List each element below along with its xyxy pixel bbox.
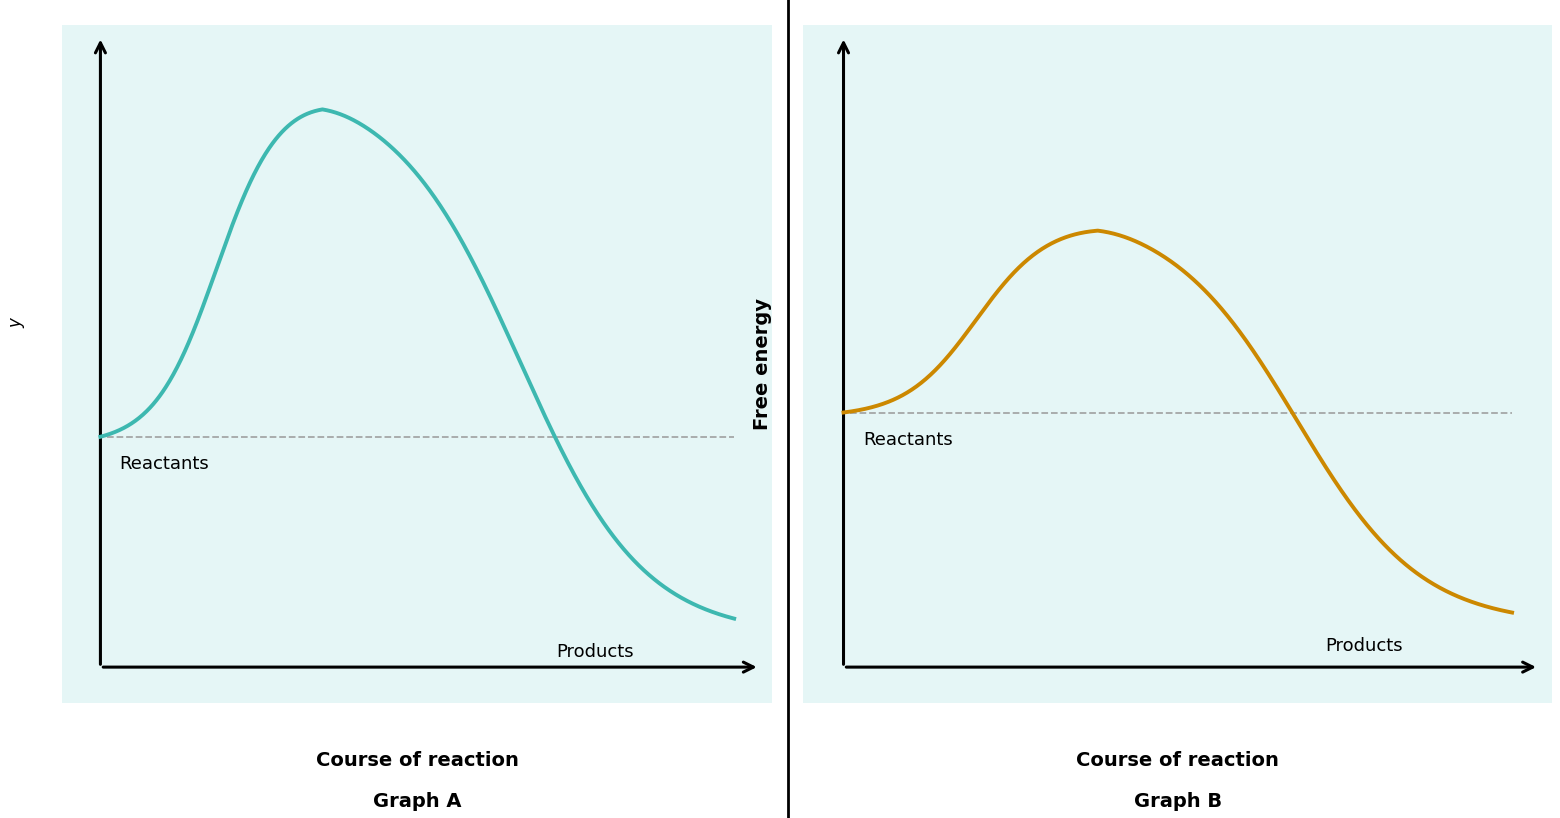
Text: Reactants: Reactants — [120, 455, 209, 473]
Text: Graph B: Graph B — [1134, 792, 1221, 811]
Text: Products: Products — [557, 643, 635, 661]
Text: Reactants: Reactants — [864, 431, 953, 449]
Text: Course of reaction: Course of reaction — [1076, 751, 1279, 770]
Text: Course of reaction: Course of reaction — [315, 751, 519, 770]
Text: Products: Products — [1324, 636, 1402, 654]
Text: y: y — [8, 318, 25, 328]
Text: Free energy: Free energy — [753, 298, 772, 430]
Text: Graph A: Graph A — [373, 792, 462, 811]
